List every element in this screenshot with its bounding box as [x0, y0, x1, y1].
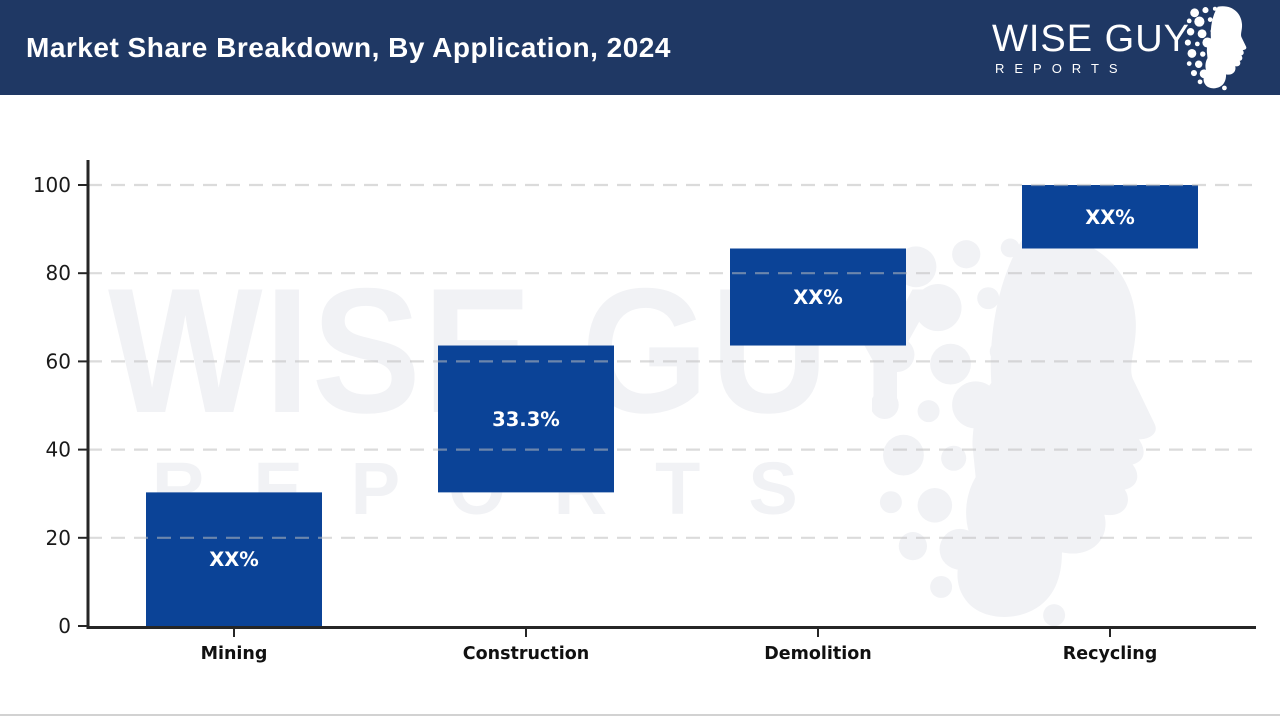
header: Market Share Breakdown, By Application, … [0, 0, 1280, 95]
category-label-recycling: Recycling [1063, 644, 1157, 664]
category-label-construction: Construction [463, 644, 589, 664]
brand-logo: WISE GUY REPORTS [992, 4, 1254, 92]
category-label-demolition: Demolition [764, 644, 872, 664]
logo-text: WISE GUY REPORTS [992, 20, 1190, 76]
page-title: Market Share Breakdown, By Application, … [26, 31, 671, 63]
logo-head-icon [1184, 5, 1247, 90]
footer-divider [0, 714, 1280, 716]
y-tick-label-0: 0 [58, 614, 71, 638]
bar-label-mining: XX% [209, 548, 259, 571]
y-tick-label-60: 60 [46, 349, 71, 373]
bar-label-recycling: XX% [1085, 206, 1135, 229]
y-tick-label-100: 100 [33, 173, 71, 197]
bar-mining [146, 492, 322, 626]
logo-subtext: REPORTS [994, 60, 1128, 76]
y-tick-label-40: 40 [46, 438, 71, 462]
y-tick-label-20: 20 [46, 526, 71, 550]
bar-label-demolition: XX% [793, 286, 843, 309]
y-tick-label-80: 80 [46, 261, 71, 285]
bar-construction [438, 345, 614, 493]
waterfall-chart: XX% 33.3% XX% XX% 0 20 40 60 80 100 Mining Construc… [33, 160, 1256, 664]
category-label-mining: Mining [201, 644, 268, 664]
bar-label-construction: 33.3% [492, 408, 560, 431]
logo-wordmark: WISE GUY [991, 17, 1190, 60]
